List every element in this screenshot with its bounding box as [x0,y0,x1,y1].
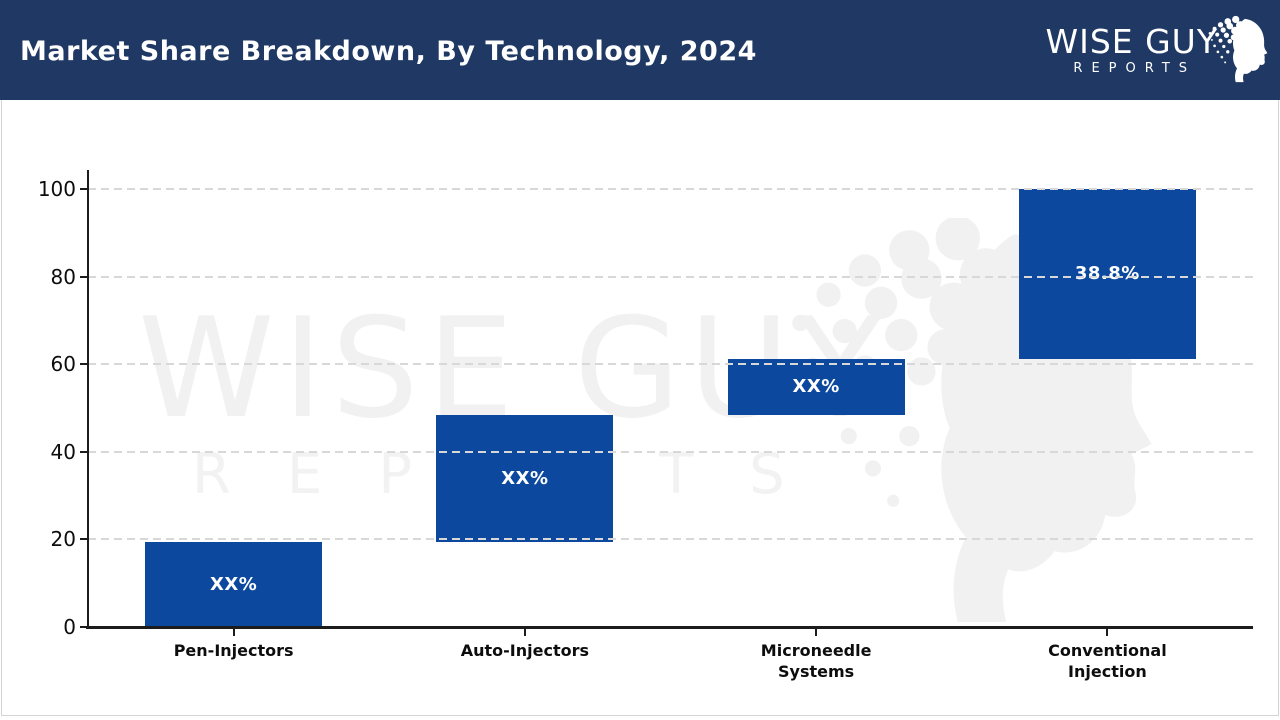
y-tick-label: 20 [50,527,76,552]
brand-logo: WISE GUY REPORTS [1045,8,1272,92]
y-tick [80,626,87,628]
y-tick [80,275,87,278]
brand-logo-text: WISE GUY REPORTS [1045,21,1218,76]
bar-value-label: XX% [209,573,258,595]
category-label: Auto-Injectors [460,641,590,660]
bar-segment: XX% [727,358,905,415]
x-tick [523,628,526,636]
y-axis-line [86,170,89,629]
y-tick [80,538,87,541]
y-tick-label: 60 [50,352,76,377]
logo-subtext: REPORTS [1073,60,1197,76]
bar-segment: 38.8% [1018,189,1196,359]
y-tick-label: 0 [63,615,76,639]
page-title: Market Share Breakdown, By Technology, 2… [20,36,757,67]
y-tick [80,188,87,190]
category-label: Conventional Injection [1048,641,1167,681]
gridline [88,188,1253,190]
bar-value-label: XX% [792,376,840,398]
bar-segment: XX% [145,541,323,627]
bar-value-label: 38.8% [1074,263,1140,285]
content-card-border [1,100,1279,716]
bar-value-label: XX% [501,467,549,489]
gridline [88,275,1253,278]
logo-wordmark: WISE GUY [1045,21,1218,61]
gridline [88,538,1253,541]
x-axis-line [86,625,1253,629]
bar-segment: XX% [436,414,614,542]
gridline [88,363,1253,366]
gridline [88,450,1253,453]
y-tick-label: 80 [50,264,76,289]
brand-face-icon [1206,12,1272,88]
x-tick [232,628,235,636]
y-tick [80,363,87,366]
y-tick [80,450,87,453]
category-label: Pen-Injectors [173,641,294,660]
x-tick [1106,628,1109,636]
header-bar: Market Share Breakdown, By Technology, 2… [0,0,1280,100]
category-label: Microneedle Systems [760,641,872,681]
y-tick-label: 100 [37,177,76,201]
y-tick-label: 40 [50,439,76,464]
x-tick [815,628,818,636]
